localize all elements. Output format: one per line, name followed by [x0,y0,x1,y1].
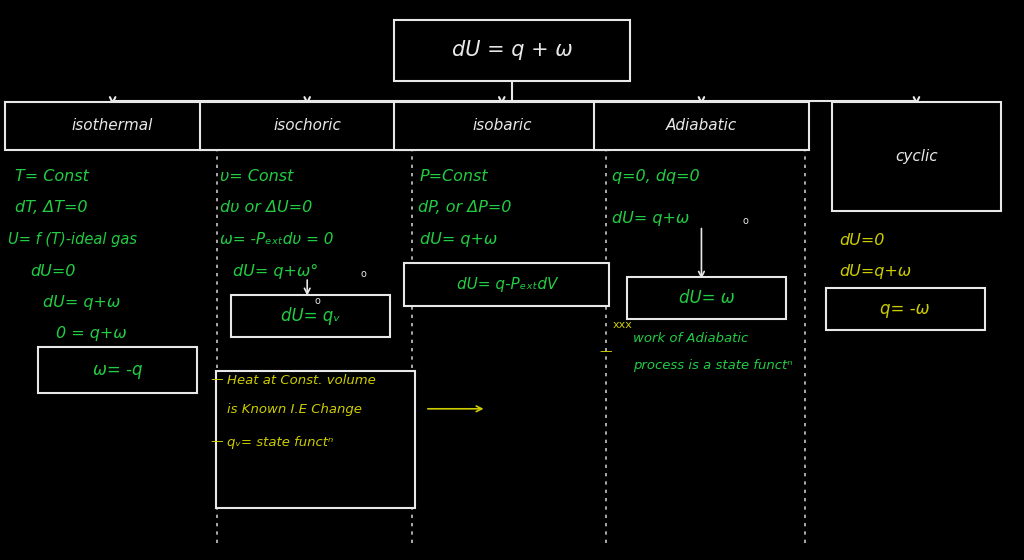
FancyBboxPatch shape [5,102,220,150]
Text: dU= ω: dU= ω [679,289,734,307]
Text: o: o [314,296,321,306]
Text: isothermal: isothermal [72,119,154,133]
Text: dU=0: dU=0 [31,264,76,279]
Text: o: o [360,269,367,279]
FancyBboxPatch shape [627,277,786,319]
Text: dU=q+ω: dU=q+ω [840,264,911,279]
Text: dU= q+ω: dU= q+ω [612,211,689,226]
FancyBboxPatch shape [825,288,985,330]
Text: work of Adiabatic: work of Adiabatic [633,332,749,346]
Text: dU= q-PₑₓₜdV: dU= q-PₑₓₜdV [457,277,557,292]
Text: —: — [211,373,223,386]
Text: cyclic: cyclic [895,150,938,164]
Text: —: — [600,344,612,358]
Text: o: o [742,216,749,226]
Text: process is a state functⁿ: process is a state functⁿ [633,358,793,372]
Text: P=Const: P=Const [420,169,488,184]
FancyBboxPatch shape [394,102,609,150]
Text: dU=0: dU=0 [840,234,885,248]
FancyBboxPatch shape [39,347,197,393]
Text: ω= -Pₑₓₜdυ = 0: ω= -Pₑₓₜdυ = 0 [220,232,334,247]
FancyBboxPatch shape [831,102,1001,212]
FancyBboxPatch shape [404,263,609,306]
Text: qᵥ= state functⁿ: qᵥ= state functⁿ [227,436,334,449]
FancyBboxPatch shape [594,102,809,150]
Text: isochoric: isochoric [273,119,341,133]
Text: —: — [211,435,223,448]
Text: dυ or ΔU=0: dυ or ΔU=0 [220,200,312,214]
Text: dU= q+ω°: dU= q+ω° [233,264,318,279]
Text: q=0, dq=0: q=0, dq=0 [612,169,700,184]
FancyBboxPatch shape [394,20,630,81]
Text: U= f (T)-ideal gas: U= f (T)-ideal gas [8,232,137,247]
Text: dU= qᵥ: dU= qᵥ [281,307,340,325]
Text: dU= q+ω: dU= q+ω [420,232,497,247]
FancyBboxPatch shape [200,102,415,150]
Text: T= Const: T= Const [15,169,89,184]
Text: Heat at Const. volume: Heat at Const. volume [227,374,376,388]
FancyBboxPatch shape [215,371,416,508]
Text: is Known I.E Change: is Known I.E Change [227,403,362,417]
Text: dU= q+ω: dU= q+ω [43,295,120,310]
Text: dU = q + ω: dU = q + ω [452,40,572,60]
Text: ω= -q: ω= -q [93,361,142,379]
Text: Adiabatic: Adiabatic [666,119,737,133]
Text: dP, or ΔP=0: dP, or ΔP=0 [418,200,511,214]
FancyBboxPatch shape [230,296,389,337]
Text: xxx: xxx [612,320,632,330]
Text: 0 = q+ω: 0 = q+ω [56,326,127,340]
Text: q= -ω: q= -ω [881,300,930,318]
Text: υ= Const: υ= Const [220,169,294,184]
Text: dT, ΔT=0: dT, ΔT=0 [15,200,88,214]
Text: isobaric: isobaric [472,119,531,133]
